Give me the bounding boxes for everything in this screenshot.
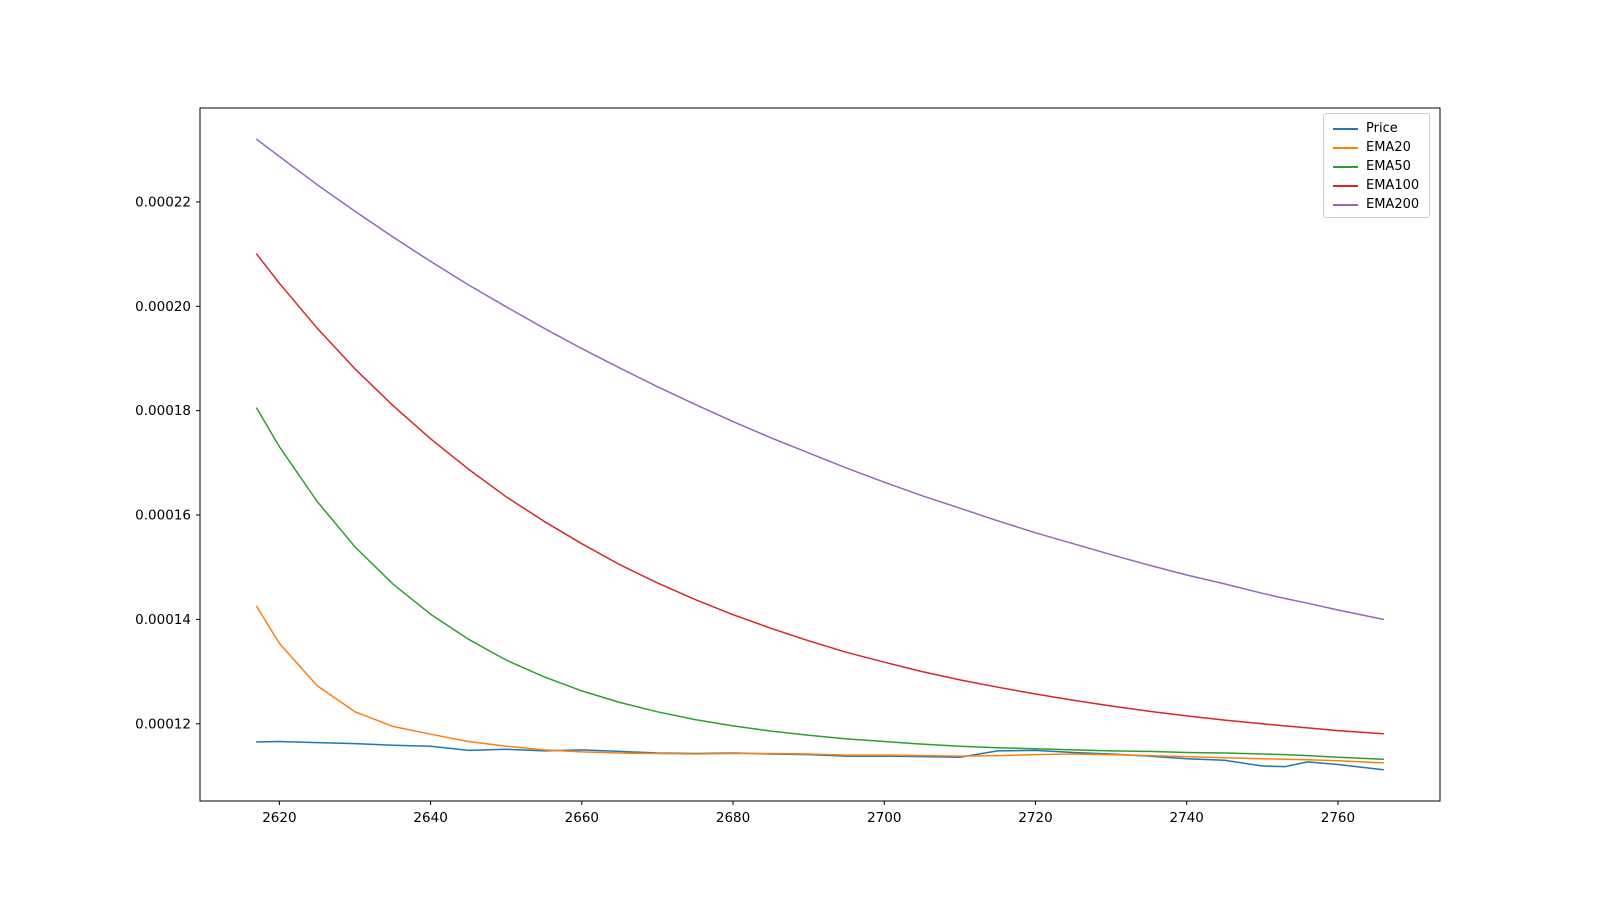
x-tick-label: 2760 <box>1321 810 1355 826</box>
x-tick-label: 2720 <box>1018 810 1052 826</box>
series-line-ema100 <box>255 253 1385 735</box>
legend-line-swatch-ema50 <box>1333 165 1358 168</box>
y-tick-label: 0.00016 <box>135 508 191 524</box>
series-line-price <box>255 740 1385 771</box>
series-line-ema50 <box>255 407 1385 761</box>
x-tick-label: 2680 <box>716 810 750 826</box>
legend-label-ema20: EMA20 <box>1366 140 1411 155</box>
legend-line-swatch-price <box>1333 127 1358 130</box>
legend-label-ema50: EMA50 <box>1366 159 1411 174</box>
y-tick-label: 0.00022 <box>135 194 191 210</box>
legend-line-swatch-ema100 <box>1333 184 1358 187</box>
legend-line-swatch-ema200 <box>1333 203 1358 206</box>
series-line-ema200 <box>255 138 1385 621</box>
legend-label-ema200: EMA200 <box>1366 197 1420 212</box>
legend-item-price: Price <box>1333 119 1421 138</box>
series-line-ema20 <box>255 605 1385 764</box>
y-tick-label: 0.00014 <box>135 612 191 628</box>
axes-frame <box>199 107 1441 802</box>
x-tick-label: 2640 <box>413 810 447 826</box>
legend-item-ema20: EMA20 <box>1333 138 1421 157</box>
x-tick-label: 2700 <box>867 810 901 826</box>
y-tick-label: 0.00012 <box>135 716 191 732</box>
y-tick-label: 0.00020 <box>135 299 191 315</box>
legend-item-ema50: EMA50 <box>1333 157 1421 176</box>
legend-label-ema100: EMA100 <box>1366 178 1420 193</box>
legend-item-ema200: EMA200 <box>1333 195 1421 214</box>
legend-label-price: Price <box>1366 121 1398 136</box>
x-tick-label: 2740 <box>1170 810 1204 826</box>
legend-line-swatch-ema20 <box>1333 146 1358 149</box>
legend: Price EMA20 EMA50 EMA100 EMA200 <box>1323 113 1430 218</box>
y-tick-label: 0.00018 <box>135 403 191 419</box>
legend-item-ema100: EMA100 <box>1333 176 1421 195</box>
x-tick-label: 2620 <box>262 810 296 826</box>
x-tick-label: 2660 <box>565 810 599 826</box>
